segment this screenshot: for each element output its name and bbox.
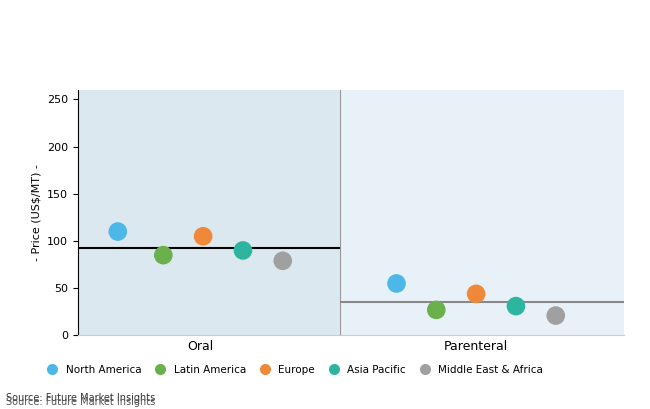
Y-axis label: - Price (US$/MT) -: - Price (US$/MT) - bbox=[32, 164, 42, 261]
Text: Source: Future Market Insights: Source: Future Market Insights bbox=[6, 397, 156, 407]
Legend: North America, Latin America, Europe, Asia Pacific, Middle East & Africa: North America, Latin America, Europe, As… bbox=[38, 361, 547, 379]
Point bbox=[551, 312, 561, 319]
Point bbox=[471, 290, 481, 297]
Bar bbox=[339, 90, 624, 335]
Point bbox=[198, 233, 208, 240]
Text: Global Hypoparathyroidism Treatment Market, By Route of
Administration, 2021: Global Hypoparathyroidism Treatment Mark… bbox=[14, 23, 501, 58]
Point bbox=[431, 307, 441, 313]
Point bbox=[278, 258, 288, 264]
Point bbox=[112, 228, 123, 235]
Bar bbox=[78, 90, 340, 335]
Point bbox=[158, 252, 168, 258]
Point bbox=[391, 280, 402, 287]
Text: Source: Future Market Insights: Source: Future Market Insights bbox=[6, 393, 156, 403]
Point bbox=[238, 247, 248, 254]
Point bbox=[511, 303, 521, 309]
